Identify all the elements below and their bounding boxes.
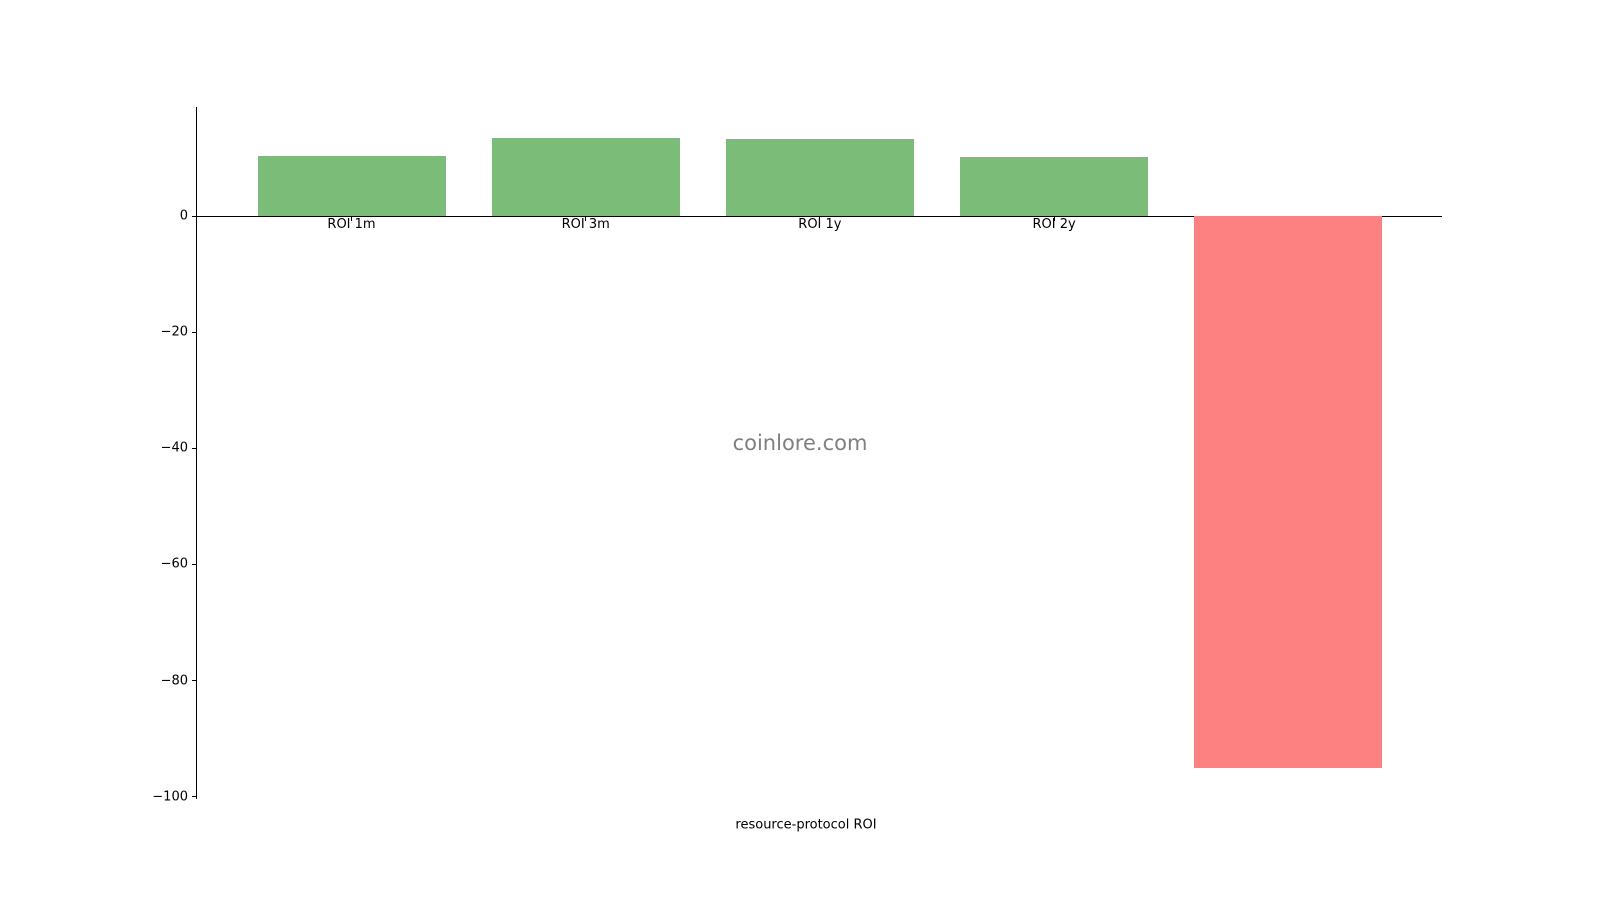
bar-roi-2y: [960, 156, 1149, 217]
x-tick-label: ROI 3m: [561, 217, 610, 233]
y-tick-label: 0: [179, 208, 188, 224]
bar-roi-1m: [257, 156, 446, 217]
y-tick-mark: [192, 563, 196, 565]
y-tick-mark: [192, 447, 196, 449]
x-tick-mark: [1053, 216, 1055, 222]
y-tick-label: −100: [152, 789, 188, 805]
x-axis-title: resource-protocol ROI: [735, 817, 877, 833]
bar-unlabeled: [1194, 216, 1383, 768]
y-tick-mark: [192, 796, 196, 798]
y-axis-spine: [196, 107, 197, 799]
watermark-text: coinlore.com: [732, 431, 868, 455]
x-tick-label: ROI 1y: [798, 217, 842, 233]
y-tick-mark: [192, 680, 196, 682]
y-tick-label: −20: [160, 324, 188, 340]
y-tick-mark: [192, 331, 196, 333]
y-tick-label: −60: [160, 556, 188, 572]
x-tick-label: ROI 2y: [1032, 217, 1076, 233]
bar-roi-1y: [725, 138, 914, 217]
x-tick-mark: [585, 216, 587, 222]
y-tick-label: −40: [160, 440, 188, 456]
y-tick-mark: [192, 215, 196, 217]
x-tick-mark: [351, 216, 352, 222]
y-tick-label: −80: [160, 673, 188, 689]
x-tick-mark: [819, 216, 821, 222]
bar-roi-3m: [491, 138, 680, 217]
x-tick-label: ROI 1m: [327, 217, 376, 233]
